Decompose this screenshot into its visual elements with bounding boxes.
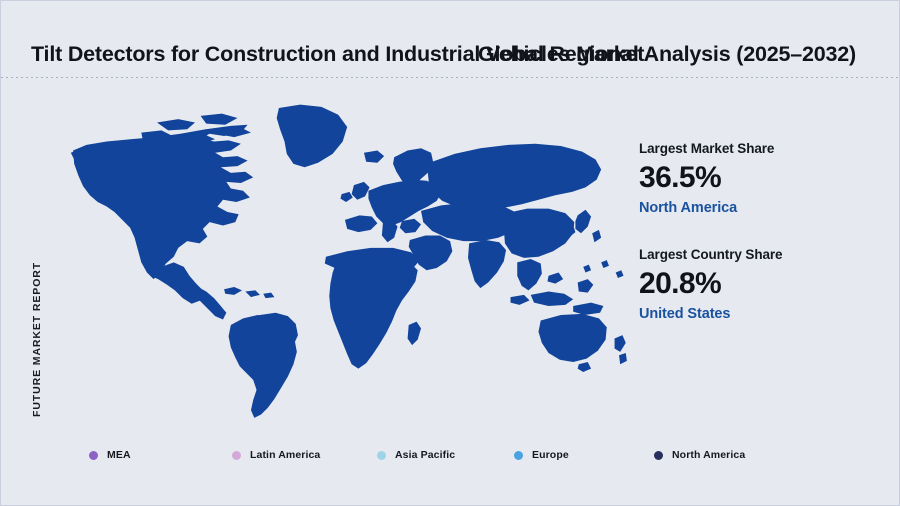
region-india [468,240,507,289]
region-central-america [193,285,227,320]
region-japan [575,209,602,243]
region-russia [427,143,602,210]
stat-value: 20.8% [639,267,722,300]
region-central-asia [421,203,520,242]
legend-item-europe[interactable]: Europe [514,449,569,461]
legend-label: Latin America [250,449,321,461]
region-southeast-asia [517,259,542,291]
legend-swatch-icon [89,450,98,460]
region-arctic-islands [141,113,251,144]
legend-item-asia-pacific[interactable]: Asia Pacific [377,449,455,461]
page-subtitle: Global Regional Analysis (2025–2032) [478,42,856,66]
region-brazil [257,312,298,358]
stat-largest-market-share: Largest Market Share 36.5% North America [639,141,879,216]
legend-label: Asia Pacific [395,449,456,461]
region-iceland [363,150,385,163]
region-madagascar [407,321,422,346]
region-korea [565,225,576,237]
legend-swatch-icon [377,450,386,460]
stat-value: 36.5% [639,161,722,194]
world-map-svg [70,104,627,418]
legend-swatch-icon [514,450,523,460]
brand-watermark-label: FUTURE MARKET REPORT [31,261,43,417]
page-title: Tilt Detectors for Construction and Indu… [31,42,645,66]
stats-panel: Largest Market Share 36.5% North America… [639,141,879,353]
region-british-isles [340,181,370,202]
region-africa [329,256,418,369]
region-southern-europe [344,215,422,243]
header-divider [1,77,900,78]
stat-caption: Largest Market Share [639,141,775,156]
region-caribbean [224,286,275,299]
region-tasmania [577,361,592,373]
region-middle-east [408,235,453,271]
header: Tilt Detectors for Construction and Indu… [1,1,900,78]
stat-region: North America [639,200,738,216]
region-maritime-asia [510,272,594,307]
region-new-zealand [614,335,627,365]
region-alaska [70,143,117,164]
map-landmasses [70,104,627,418]
region-new-guinea [573,302,604,315]
region-usa-mexico [146,262,204,304]
stat-caption: Largest Country Share [639,247,783,262]
brand-watermark: FUTURE MARKET REPORT [31,57,43,417]
region-australia [538,313,607,362]
legend-swatch-icon [232,450,241,460]
legend-label: MEA [107,449,131,461]
region-east-asia [503,208,575,258]
legend: MEA Latin America Asia Pacific Europe No… [89,449,789,467]
region-north-america [73,124,254,280]
stat-largest-country-share: Largest Country Share 20.8% United State… [639,247,879,322]
region-scandinavia [393,148,434,186]
world-map [63,101,628,426]
region-north-africa [324,247,420,271]
legend-item-mea[interactable]: MEA [89,449,131,461]
legend-item-north-america[interactable]: North America [654,449,745,461]
legend-label: North America [672,449,746,461]
stat-region: United States [639,306,731,322]
legend-label: Europe [532,449,569,461]
legend-swatch-icon [654,450,663,460]
region-small-islands [259,260,624,366]
legend-item-latin-america[interactable]: Latin America [232,449,320,461]
region-europe [368,179,442,226]
region-greenland [276,104,348,168]
